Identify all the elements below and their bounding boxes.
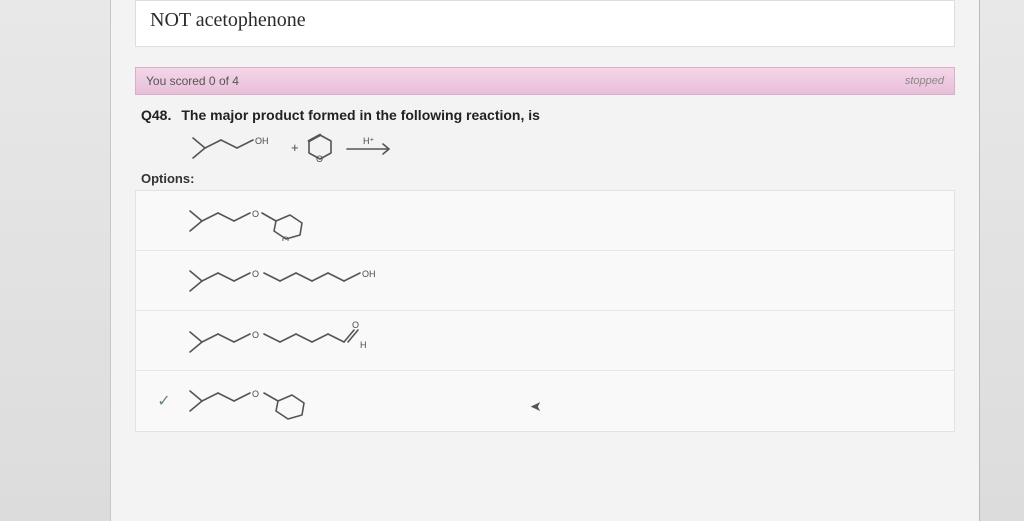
svg-text:O: O <box>252 269 259 279</box>
question-number: Q48. <box>141 107 171 123</box>
reaction-arrow: H⁺ <box>341 135 401 159</box>
option-structure-3: O O H <box>182 320 944 362</box>
options-label: Options: <box>141 171 955 186</box>
svg-text:O: O <box>282 235 289 241</box>
cursor-icon: ➤ <box>530 398 542 415</box>
option-row-2[interactable]: O OH <box>136 251 954 311</box>
previous-answer-box: NOT acetophenone <box>135 0 955 47</box>
score-text: You scored 0 of 4 <box>146 74 239 88</box>
options-box: O O <box>135 190 955 432</box>
option-row-4[interactable]: ✓ O <box>136 371 954 431</box>
option-structure-2: O OH <box>182 263 944 299</box>
oh-label: OH <box>255 136 269 146</box>
svg-text:O: O <box>252 209 259 219</box>
arrow-reagent: H⁺ <box>363 136 374 146</box>
svg-text:O: O <box>252 330 259 340</box>
question-block: Q48. The major product formed in the fol… <box>135 107 955 163</box>
previous-answer-title: NOT acetophenone <box>150 9 940 32</box>
svg-text:H: H <box>360 340 367 350</box>
svg-text:OH: OH <box>362 269 376 279</box>
plus-sign: + <box>291 140 299 155</box>
question-text: The major product formed in the followin… <box>181 107 540 123</box>
score-bar: You scored 0 of 4 stopped <box>135 67 955 95</box>
option-marker-4: ✓ <box>146 391 182 411</box>
reaction-scheme: OH + O H⁺ <box>187 131 949 163</box>
option-structure-4: O <box>182 381 944 421</box>
reactant-alcohol: OH <box>187 132 287 162</box>
quiz-page: NOT acetophenone You scored 0 of 4 stopp… <box>110 0 980 521</box>
svg-text:O: O <box>252 389 259 399</box>
svg-text:O: O <box>316 154 323 163</box>
option-structure-1: O O <box>182 201 944 241</box>
svg-text:O: O <box>352 320 359 330</box>
option-row-1[interactable]: O O <box>136 191 954 251</box>
question-line: Q48. The major product formed in the fol… <box>141 107 949 123</box>
option-row-3[interactable]: O O H <box>136 311 954 371</box>
reactant-dhp: O <box>303 131 337 163</box>
score-tag: stopped <box>905 75 944 87</box>
